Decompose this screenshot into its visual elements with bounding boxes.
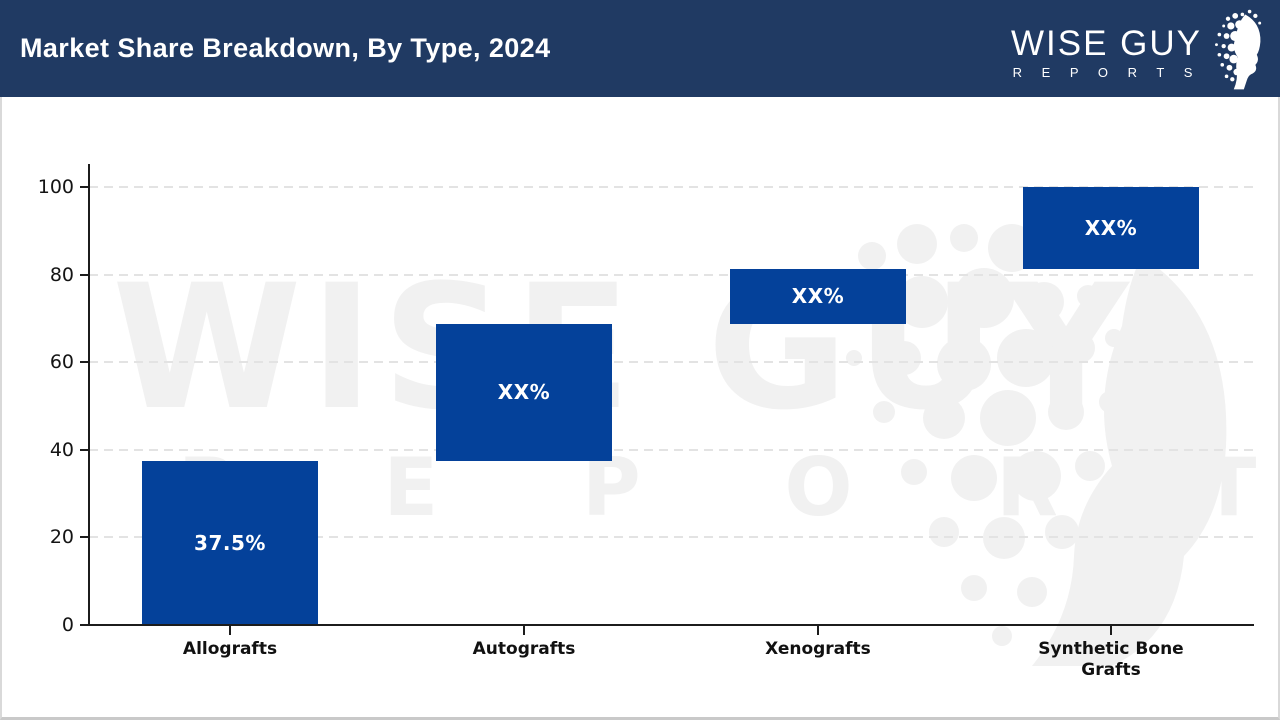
- gridline-60: [89, 361, 1253, 364]
- wise-guy-logo: WISE GUY R E P O R T S: [1011, 6, 1264, 94]
- y-tick-0: [80, 624, 88, 626]
- gridline-100: [89, 186, 1253, 188]
- bar-value-label: XX%: [791, 284, 845, 309]
- bar-autografts: XX%: [436, 323, 612, 461]
- x-tick-3: [1110, 626, 1112, 635]
- logo-head-icon: [1215, 9, 1262, 90]
- logo-subtitle: R E P O R T S: [1012, 65, 1201, 80]
- chart-title: Market Share Breakdown, By Type, 2024: [20, 33, 551, 63]
- x-tick-0: [229, 626, 231, 635]
- y-tick-60: [80, 361, 88, 364]
- bar-value-label: XX%: [497, 380, 551, 405]
- bar-value-label: XX%: [1084, 215, 1138, 240]
- x-tick-1: [523, 626, 525, 635]
- y-tick-40: [80, 448, 88, 451]
- y-tick-label-0: 0: [61, 614, 74, 636]
- bar-allografts: 37.5%: [142, 460, 318, 625]
- logo-text: WISE GUY R E P O R T S: [1011, 24, 1202, 80]
- y-axis-line: [88, 164, 90, 626]
- x-tick-2: [817, 626, 819, 635]
- y-tick-80: [80, 273, 88, 276]
- y-tick-20: [80, 536, 88, 539]
- y-tick-label-80: 80: [49, 263, 74, 286]
- category-label-1: Autografts: [472, 639, 576, 659]
- y-tick-label-100: 100: [37, 176, 74, 198]
- category-label-0: Allografts: [182, 639, 278, 659]
- y-tick-label-40: 40: [49, 438, 74, 461]
- bar-synthetic-bone-grafts: XX%: [1023, 187, 1199, 269]
- y-tick-label-20: 20: [49, 526, 74, 549]
- bar-xenografts: XX%: [730, 268, 906, 324]
- header-band: Market Share Breakdown, By Type, 2024 WI…: [0, 0, 1280, 97]
- gridline-20: [89, 536, 1253, 539]
- bar-value-label: 37.5%: [194, 530, 266, 555]
- y-tick-label-60: 60: [49, 351, 74, 374]
- category-label-3: Synthetic Bone Grafts: [1038, 639, 1184, 680]
- logo-wordmark: WISE GUY: [1010, 24, 1202, 63]
- y-tick-100: [80, 186, 88, 188]
- gridline-80: [89, 273, 1253, 276]
- x-axis-line: [88, 624, 1254, 626]
- category-label-2: Xenografts: [765, 639, 871, 659]
- gridline-40: [89, 448, 1253, 451]
